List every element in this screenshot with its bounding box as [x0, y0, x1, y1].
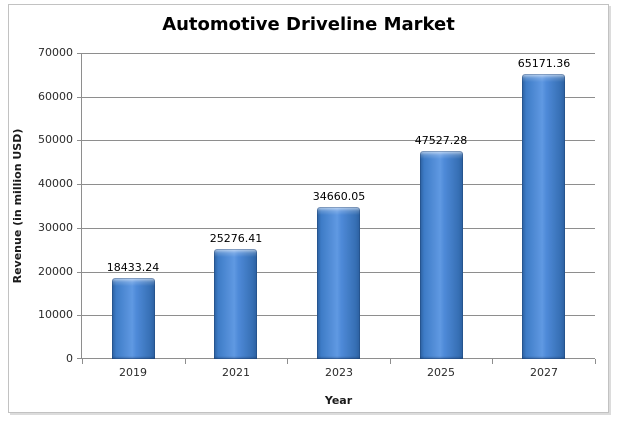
- x-tick-label: 2023: [325, 366, 353, 379]
- x-tick-label: 2025: [427, 366, 455, 379]
- bar-2019: [112, 278, 155, 359]
- y-tick-label: 0: [66, 352, 73, 365]
- plot-area: Revenue (in million USD) Year 0 10000 2000…: [11, 47, 596, 407]
- y-tick-mark: [77, 53, 82, 54]
- x-tick-mark: [82, 359, 83, 364]
- x-tick-label: 2019: [119, 366, 147, 379]
- y-tick-label: 60000: [38, 89, 73, 103]
- y-tick-mark: [77, 96, 82, 98]
- y-tick-label: 70000: [38, 46, 73, 59]
- gridline: [82, 184, 595, 186]
- gridline: [82, 140, 595, 142]
- gridline: [82, 53, 595, 54]
- bar-2025: [420, 151, 463, 359]
- x-tick-label: 2027: [530, 366, 558, 379]
- y-tick-mark: [77, 358, 82, 359]
- y-tick-mark: [77, 184, 82, 186]
- bar-2023: [317, 207, 360, 359]
- gridline: [82, 96, 595, 98]
- x-tick-mark: [492, 359, 493, 364]
- bar-2021: [214, 249, 257, 359]
- y-tick-mark: [77, 315, 82, 317]
- y-tick-label: 40000: [38, 177, 73, 191]
- x-tick-mark: [390, 359, 391, 364]
- y-tick-label: 20000: [38, 264, 73, 278]
- x-tick-mark: [595, 359, 596, 364]
- bar-2027: [522, 74, 565, 359]
- y-tick-label: 50000: [38, 133, 73, 147]
- bar-value-label: 18433.24: [106, 261, 160, 274]
- chart-title: Automotive Driveline Market: [162, 14, 455, 35]
- y-tick-label: 10000: [38, 308, 73, 322]
- bar-value-label: 47527.28: [414, 134, 468, 147]
- x-tick-mark: [185, 359, 186, 364]
- x-tick-mark: [287, 359, 288, 364]
- y-tick-mark: [77, 227, 82, 229]
- y-tick-label: 30000: [38, 220, 73, 234]
- y-tick-mark: [77, 140, 82, 142]
- bar-value-label: 25276.41: [209, 232, 263, 245]
- y-tick-mark: [77, 271, 82, 273]
- bar-value-label: 34660.05: [312, 190, 366, 203]
- x-tick-label: 2021: [222, 366, 250, 379]
- x-axis-title: Year: [324, 394, 353, 407]
- bar-value-label: 65171.36: [517, 57, 571, 70]
- chart-frame: Automotive Driveline Market Revenue (in …: [8, 4, 609, 413]
